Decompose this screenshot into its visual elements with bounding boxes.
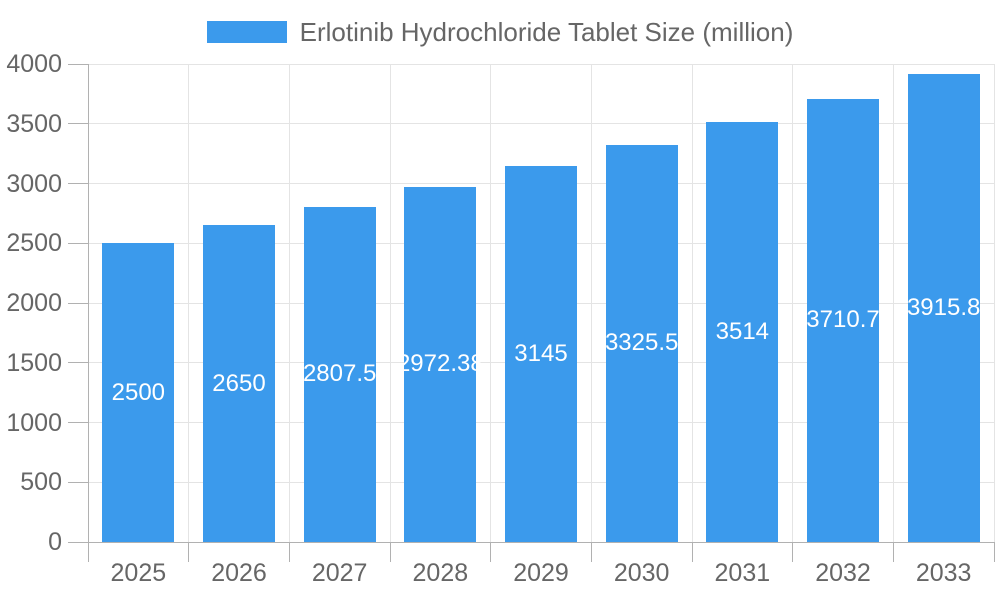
gridline-x-6 — [691, 64, 693, 542]
bar-2032[interactable] — [807, 98, 879, 542]
x-tick-3 — [389, 542, 391, 562]
x-axis-label-2028: 2028 — [412, 559, 469, 587]
x-tick-1 — [188, 542, 190, 562]
bar-2028[interactable] — [404, 186, 477, 542]
bar-2030[interactable] — [605, 144, 678, 542]
gridline-x-4 — [490, 64, 492, 542]
bar-value-label-2027: 2807.5 — [302, 360, 377, 388]
y-tick-3500 — [68, 123, 88, 125]
bar-value-label-2026: 2650 — [212, 369, 266, 397]
y-axis-tick-label-2000: 2000 — [6, 289, 62, 317]
y-tick-2500 — [68, 242, 88, 244]
y-tick-3000 — [68, 183, 88, 184]
x-tick-8 — [892, 542, 894, 562]
x-axis-label-2025: 2025 — [110, 559, 167, 587]
gridline-y-4000 — [88, 63, 994, 65]
y-tick-4000 — [68, 63, 88, 65]
x-tick-9 — [993, 542, 995, 562]
bar-value-label-2032: 3710.7 — [806, 306, 880, 334]
bar-value-label-2028: 2972.38 — [396, 350, 484, 378]
y-axis-tick-label-500: 500 — [20, 468, 62, 497]
bar-2025[interactable] — [102, 243, 175, 542]
x-tick-5 — [590, 542, 592, 562]
gridline-x-7 — [792, 64, 794, 542]
y-axis-tick-label-3500: 3500 — [6, 109, 62, 138]
x-tick-4 — [490, 542, 492, 562]
x-axis-label-2026: 2026 — [211, 559, 267, 587]
x-axis-label-2033: 2033 — [915, 559, 972, 587]
bar-value-label-2029: 3145 — [514, 340, 568, 368]
y-axis-line — [87, 64, 89, 543]
y-tick-2000 — [68, 302, 88, 304]
bar-2029[interactable] — [505, 166, 577, 542]
x-tick-7 — [792, 542, 794, 562]
y-axis-tick-label-4000: 4000 — [6, 50, 62, 78]
x-axis-label-2032: 2032 — [815, 559, 871, 587]
bar-2033[interactable] — [907, 74, 980, 542]
bar-2026[interactable] — [203, 225, 275, 542]
legend-swatch — [206, 21, 287, 43]
legend-item[interactable]: Erlotinib Hydrochloride Tablet Size (mil… — [0, 16, 1000, 47]
y-tick-500 — [68, 481, 88, 483]
gridline-x-8 — [892, 64, 894, 542]
gridline-x-9 — [993, 64, 995, 542]
y-axis-tick-label-1000: 1000 — [6, 408, 62, 437]
bar-value-label-2030: 3325.5 — [604, 329, 679, 357]
y-tick-1500 — [68, 362, 88, 364]
x-axis-label-2029: 2029 — [513, 559, 569, 587]
x-axis-line — [88, 541, 995, 543]
bar-value-label-2033: 3915.8 — [906, 294, 981, 322]
bar-value-label-2031: 3514 — [715, 318, 770, 346]
x-tick-0 — [87, 542, 89, 562]
x-axis-label-2027: 2027 — [311, 559, 368, 587]
legend-label: Erlotinib Hydrochloride Tablet Size (mil… — [299, 16, 794, 47]
y-axis-tick-label-1500: 1500 — [6, 348, 62, 377]
x-tick-2 — [288, 542, 290, 562]
bar-2031[interactable] — [706, 122, 779, 542]
y-axis-tick-label-3000: 3000 — [6, 169, 62, 198]
gridline-x-1 — [188, 64, 190, 542]
gridline-x-3 — [389, 64, 391, 542]
y-tick-1000 — [68, 422, 88, 423]
y-axis-tick-label-2500: 2500 — [6, 229, 62, 258]
x-axis-label-2031: 2031 — [714, 559, 771, 587]
gridline-x-5 — [590, 64, 592, 542]
y-axis-tick-label-0: 0 — [48, 528, 62, 556]
gridline-x-2 — [288, 64, 290, 542]
x-axis-label-2030: 2030 — [613, 559, 670, 587]
y-tick-0 — [68, 541, 88, 543]
gridline-y-3500 — [88, 123, 994, 125]
bar-value-label-2025: 2500 — [111, 378, 166, 406]
bar-2027[interactable] — [303, 206, 376, 542]
x-tick-6 — [691, 542, 693, 562]
